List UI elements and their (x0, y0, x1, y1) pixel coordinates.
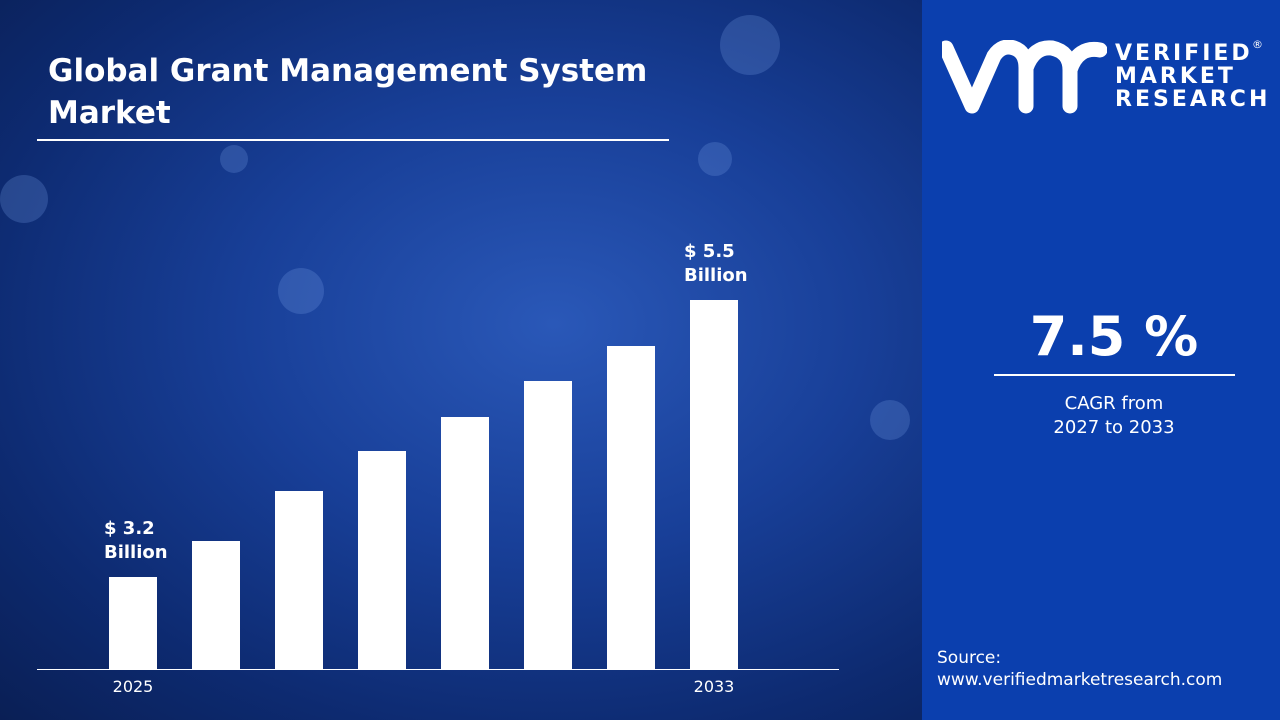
bar-1 (192, 540, 240, 669)
vmr-logo-icon (942, 40, 1107, 114)
x-tick-label: 2033 (693, 677, 735, 696)
network-node-decoration (220, 145, 248, 173)
data-label: $ 3.2 Billion (104, 517, 168, 565)
bar-4 (441, 416, 489, 669)
source-url[interactable]: www.verifiedmarketresearch.com (937, 670, 1223, 690)
bar-7 (690, 300, 738, 669)
cagr-divider (994, 374, 1235, 376)
cagr-value: 7.5 % (1029, 305, 1199, 368)
side-panel (922, 0, 1280, 720)
network-node-decoration (698, 142, 732, 176)
data-label: $ 5.5 Billion (684, 240, 748, 288)
data-label-line1: $ 3.2 (104, 518, 155, 539)
bar-2 (275, 491, 323, 669)
network-node-decoration (0, 175, 48, 223)
cagr-label: CAGR from 2027 to 2033 (994, 392, 1234, 440)
brand-line-2: MARKET (1115, 64, 1236, 89)
brand-line-1: VERIFIED (1115, 41, 1253, 66)
data-label-line2: Billion (104, 542, 168, 563)
cagr-label-line-1: CAGR from (1064, 393, 1164, 414)
title-divider (37, 139, 669, 141)
source-label: Source: (937, 648, 1002, 668)
cagr-label-line-2: 2027 to 2033 (1053, 417, 1175, 438)
bar-5 (524, 380, 572, 669)
brand-line-3: RESEARCH (1115, 87, 1271, 112)
data-label-line1: $ 5.5 (684, 241, 735, 262)
network-node-decoration (870, 400, 910, 440)
x-tick-label: 2025 (112, 677, 154, 696)
x-axis-line (37, 669, 839, 670)
network-node-decoration (720, 15, 780, 75)
bar-3 (358, 450, 406, 669)
brand-name: VERIFIED MARKET RESEARCH (1115, 42, 1270, 111)
source: Source: www.verifiedmarketresearch.com (937, 647, 1222, 691)
data-label-line2: Billion (684, 265, 748, 286)
bar-0 (109, 577, 157, 669)
network-node-decoration (278, 268, 324, 314)
registered-mark: ® (1252, 38, 1263, 51)
bar-6 (607, 345, 655, 669)
chart-title: Global Grant Management System Market (48, 53, 648, 131)
